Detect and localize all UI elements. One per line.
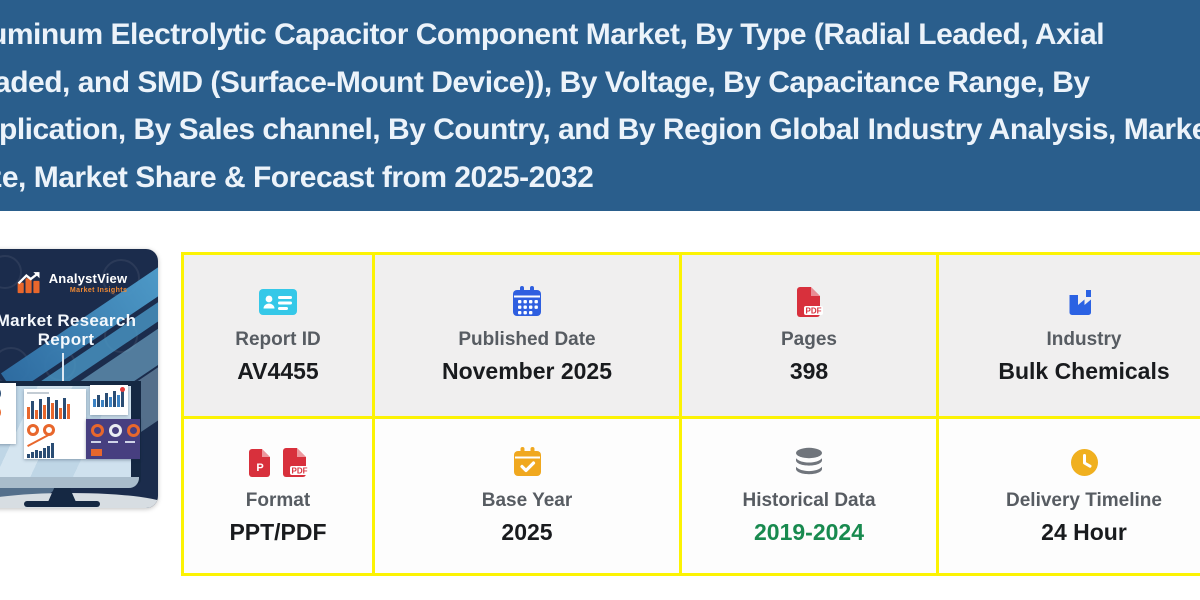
svg-text:PDF: PDF [291, 467, 307, 476]
report-info-grid: Report ID AV4455 Published Date November… [181, 252, 1200, 576]
report-title-line: Size, Market Share & Forecast from 2025-… [0, 160, 594, 194]
info-label: Published Date [458, 329, 596, 350]
report-title-banner: Aluminum Electrolytic Capacitor Componen… [0, 0, 1200, 211]
info-label: Format [245, 489, 311, 511]
monitor-stand [48, 488, 76, 502]
calendar-icon [512, 286, 542, 318]
pdf-file-icon: PDF [796, 286, 823, 318]
monitor-base [24, 501, 100, 507]
report-title: Aluminum Electrolytic Capacitor Componen… [0, 11, 1200, 201]
cover-title: Market Research Report [0, 311, 158, 349]
stat-line [91, 441, 101, 443]
ppt-pdf-file-icons: P PDF [248, 447, 309, 479]
donut-chart-icon [27, 424, 39, 436]
bar-chart [27, 397, 83, 419]
brand-logo: AnalystView Market Insights [0, 271, 158, 295]
info-value: AV4455 [237, 358, 319, 384]
svg-text:PDF: PDF [805, 307, 821, 316]
donut-chart-icon [109, 424, 122, 437]
donut-chart-icon [0, 386, 1, 401]
info-cell-pages: PDF Pages 398 [682, 255, 936, 416]
stat-line [125, 441, 135, 443]
clock-icon [1070, 447, 1099, 479]
info-cell-published-date: Published Date November 2025 [375, 255, 679, 416]
stat-line [108, 441, 118, 443]
mini-chart-card-center [24, 389, 86, 459]
info-value: November 2025 [441, 358, 613, 384]
cover-monitor-scene [0, 381, 158, 508]
report-title-line: Application, By Sales channel, By Countr… [0, 113, 1200, 146]
info-value: 2025 [501, 518, 553, 545]
cover-title-line2: Report [37, 330, 95, 349]
info-cell-base-year: Base Year 2025 [375, 419, 679, 573]
info-label: Historical Data [742, 489, 876, 511]
report-title-line: Aluminum Electrolytic Capacitor Componen… [0, 18, 1105, 51]
report-cover-thumbnail: AnalystView Market Insights Market Resea… [0, 249, 158, 508]
status-dot [120, 387, 125, 392]
info-label: Pages [781, 329, 837, 350]
info-value: PPT/PDF [229, 518, 327, 545]
info-cell-report-id: Report ID AV4455 [184, 255, 372, 416]
monitor-bezel [0, 381, 141, 386]
ppt-file-icon: P [248, 448, 270, 477]
info-value: 398 [789, 358, 829, 384]
info-value: 2019-2024 [754, 518, 864, 545]
factory-icon [1068, 286, 1100, 318]
brand-text: AnalystView Market Insights [49, 272, 128, 294]
info-label: Report ID [235, 329, 321, 350]
bar-chart [93, 389, 125, 407]
donut-chart-icon [91, 424, 104, 437]
pdf-file-icon: PDF [282, 448, 309, 477]
info-label: Base Year [481, 489, 573, 511]
bar-chart [27, 443, 83, 458]
calendar-check-icon [513, 447, 542, 479]
mini-chart-card-right [90, 385, 128, 415]
info-cell-industry: Industry Bulk Chemicals [939, 255, 1200, 416]
id-card-icon [258, 286, 298, 318]
mini-chart-card-left [0, 383, 16, 444]
brand-tagline: Market Insights [69, 287, 128, 294]
donut-chart-icon [0, 406, 1, 419]
report-title-line: Leaded, and SMD (Surface-Mount Device)),… [0, 65, 1090, 99]
info-value: Bulk Chemicals [998, 358, 1170, 384]
page-header-line [27, 392, 49, 394]
info-cell-historical-data: Historical Data 2019-2024 [682, 419, 936, 573]
orange-tag [91, 449, 102, 456]
cover-connector-line [62, 353, 64, 385]
brand-chart-icon [15, 271, 43, 295]
monitor-bezel [0, 477, 139, 488]
brand-name: AnalystView [48, 271, 128, 286]
info-label: Delivery Timeline [1006, 489, 1162, 511]
info-cell-delivery-timeline: Delivery Timeline 24 Hour [939, 419, 1200, 573]
mini-dashboard-panel [86, 419, 140, 459]
svg-text:P: P [256, 462, 263, 474]
database-icon [794, 447, 824, 479]
info-label: Industry [1046, 329, 1122, 350]
info-value: 24 Hour [1041, 518, 1127, 545]
donut-chart-icon [127, 424, 140, 437]
info-cell-format: P PDF Format PPT/PDF [184, 419, 372, 573]
cover-title-line1: Market Research [0, 311, 137, 330]
